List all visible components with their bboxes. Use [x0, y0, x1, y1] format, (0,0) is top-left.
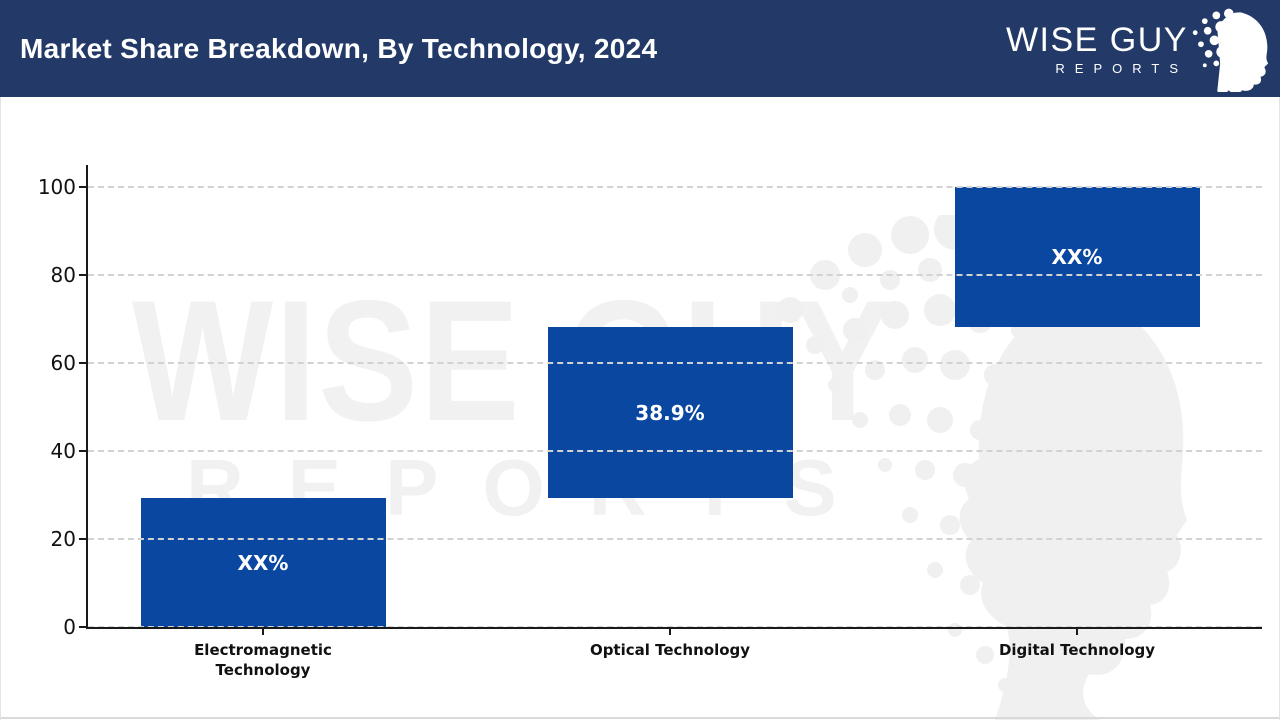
y-axis-tick-label-20: 20: [50, 527, 76, 551]
y-axis-tick-label-40: 40: [50, 439, 76, 463]
bar-value-label-optical-technology: 38.9%: [635, 400, 705, 425]
x-axis-tick-mark-optical-technology: [669, 628, 671, 635]
y-axis-tick-mark-80: [79, 274, 88, 276]
y-axis-tick-mark-40: [79, 450, 88, 452]
y-axis-tick-mark-100: [79, 186, 88, 188]
bottom-divider: [0, 717, 1280, 719]
x-axis-category-label-optical-technology: Optical Technology: [589, 641, 751, 659]
brand-logo-line2: REPORTS: [1055, 61, 1188, 76]
x-axis-category-label-digital-technology: Digital Technology: [998, 641, 1156, 659]
brand-logo-line1: WISE GUY: [1005, 21, 1188, 59]
y-axis-tick-label-80: 80: [50, 263, 76, 287]
bar-electromagnetic-technology: [140, 498, 386, 627]
brand-logo-head-icon: [1192, 8, 1269, 92]
x-axis-category-label-electromagnetic-technology: Electromagnetic Technology: [194, 641, 332, 680]
y-axis-tick-mark-60: [79, 362, 88, 364]
chart-title: Market Share Breakdown, By Technology, 2…: [20, 32, 658, 64]
gridline-y80: [88, 274, 1262, 276]
gridline-y20: [88, 538, 1262, 540]
watermark-head-dots-graphic: [777, 215, 1187, 720]
bar-digital-technology: [954, 187, 1200, 327]
y-axis-tick-label-100: 100: [37, 175, 76, 199]
y-axis-tick-label-0: 0: [63, 615, 76, 639]
bar-value-label-digital-technology: XX%: [1051, 244, 1103, 269]
y-axis-line: [86, 165, 88, 629]
x-axis-tick-mark-digital-technology: [1076, 628, 1078, 635]
y-axis-tick-label-60: 60: [50, 351, 76, 375]
gridline-y60: [88, 362, 1262, 364]
gridline-y100: [88, 186, 1262, 188]
x-axis-line: [86, 627, 1262, 629]
x-axis-tick-mark-electromagnetic-technology: [262, 628, 264, 635]
y-axis-tick-mark-0: [79, 626, 88, 628]
bar-value-label-electromagnetic-technology: XX%: [237, 550, 289, 575]
header-bar: Market Share Breakdown, By Technology, 2…: [0, 0, 1280, 97]
brand-logo-text: WISE GUY REPORTS: [1006, 22, 1188, 76]
brand-logo: WISE GUY REPORTS: [1004, 0, 1274, 97]
left-divider: [0, 97, 1, 720]
gridline-y40: [88, 450, 1262, 452]
bar-optical-technology: [547, 326, 793, 499]
y-axis-tick-mark-20: [79, 538, 88, 540]
